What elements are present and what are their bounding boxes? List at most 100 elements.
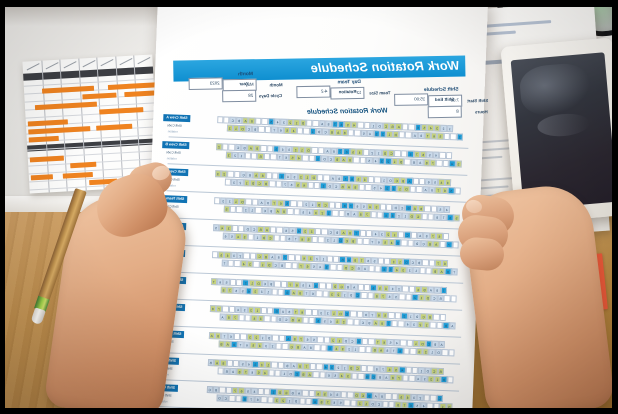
table-cell[interactable]: C bbox=[343, 237, 351, 244]
table-cell[interactable]: 8 bbox=[433, 286, 441, 294]
table-cell[interactable]: D bbox=[440, 375, 448, 383]
table-cell[interactable] bbox=[305, 397, 313, 405]
table-cell[interactable] bbox=[402, 374, 409, 382]
table-cell[interactable]: 4 bbox=[322, 363, 329, 371]
table-cell[interactable] bbox=[251, 198, 259, 206]
table-cell[interactable]: 3 bbox=[219, 197, 227, 205]
table-cell[interactable] bbox=[235, 395, 242, 402]
table-cell[interactable] bbox=[225, 386, 233, 394]
table-cell[interactable] bbox=[408, 123, 415, 131]
table-cell[interactable] bbox=[228, 394, 236, 402]
table-cell[interactable]: B bbox=[376, 373, 384, 381]
table-cell[interactable]: 2 bbox=[237, 178, 244, 186]
table-cell[interactable]: 8 bbox=[384, 346, 391, 354]
table-cell[interactable]: 1 bbox=[254, 306, 261, 314]
table-cell[interactable]: 2 bbox=[297, 173, 305, 181]
table-cell[interactable]: C bbox=[420, 313, 427, 320]
table-cell[interactable]: 4 bbox=[234, 306, 242, 313]
table-cell[interactable]: 5 bbox=[212, 224, 220, 231]
table-cell[interactable]: B bbox=[410, 158, 418, 166]
table-cell[interactable] bbox=[399, 339, 407, 347]
table-cell[interactable] bbox=[405, 131, 412, 139]
table-cell[interactable] bbox=[410, 231, 418, 239]
table-cell[interactable]: A bbox=[229, 367, 237, 375]
table-cell[interactable]: D bbox=[321, 155, 328, 163]
table-cell[interactable]: D bbox=[292, 397, 300, 405]
table-cell[interactable]: 8 bbox=[220, 286, 227, 294]
table-cell[interactable]: 5 bbox=[299, 208, 307, 216]
table-cell[interactable]: 7 bbox=[303, 289, 310, 297]
table-cell[interactable] bbox=[356, 237, 363, 245]
table-cell[interactable]: 8 bbox=[407, 150, 414, 158]
table-cell[interactable]: D bbox=[239, 125, 246, 132]
table-cell[interactable]: 7 bbox=[331, 120, 339, 128]
table-cell[interactable] bbox=[346, 391, 354, 399]
table-cell[interactable]: 2 bbox=[440, 124, 447, 132]
table-cell[interactable]: 5 bbox=[294, 181, 302, 189]
table-cell[interactable]: 4 bbox=[327, 317, 335, 325]
table-cell[interactable]: 1 bbox=[418, 294, 425, 301]
table-cell[interactable]: B bbox=[284, 361, 291, 369]
table-cell[interactable]: 1 bbox=[428, 348, 436, 356]
table-cell[interactable]: 8 bbox=[341, 202, 348, 209]
table-cell[interactable]: B bbox=[207, 358, 215, 366]
table-cell[interactable] bbox=[368, 338, 375, 345]
table-cell[interactable]: D bbox=[381, 149, 389, 157]
table-cell[interactable]: 7 bbox=[221, 332, 228, 340]
table-cell[interactable]: 6 bbox=[420, 150, 427, 158]
table-cell[interactable] bbox=[307, 181, 314, 189]
table-cell[interactable]: 1 bbox=[298, 146, 306, 154]
table-cell[interactable] bbox=[449, 133, 457, 140]
table-cell[interactable]: A bbox=[274, 207, 282, 215]
table-cell[interactable]: 7 bbox=[435, 259, 442, 267]
table-cell[interactable]: 4 bbox=[240, 260, 248, 268]
table-cell[interactable]: B bbox=[344, 283, 352, 291]
table-cell[interactable]: 1 bbox=[270, 388, 277, 396]
table-cell[interactable]: 3 bbox=[389, 211, 396, 219]
table-cell[interactable]: 7 bbox=[226, 286, 234, 294]
table-cell[interactable] bbox=[227, 170, 235, 178]
table-cell[interactable]: 1 bbox=[259, 260, 267, 268]
table-cell[interactable]: 8 bbox=[346, 229, 354, 237]
table-cell[interactable]: C bbox=[398, 204, 406, 212]
table-cell[interactable] bbox=[329, 263, 337, 271]
table-cell[interactable] bbox=[227, 259, 235, 267]
table-cell[interactable]: 8 bbox=[296, 289, 304, 297]
form-input-box[interactable]: 8 bbox=[427, 105, 462, 119]
table-cell[interactable]: 5 bbox=[326, 344, 334, 352]
table-cell[interactable]: 1 bbox=[380, 176, 388, 184]
table-cell[interactable]: 6 bbox=[436, 232, 443, 240]
table-cell[interactable]: A bbox=[395, 123, 403, 130]
table-cell[interactable] bbox=[436, 159, 443, 167]
table-cell[interactable]: B bbox=[294, 343, 302, 351]
table-cell[interactable]: 4 bbox=[224, 251, 231, 259]
table-cell[interactable] bbox=[423, 394, 431, 402]
table-cell[interactable]: A bbox=[345, 183, 353, 191]
table-cell[interactable] bbox=[351, 372, 358, 380]
table-cell[interactable] bbox=[439, 313, 446, 321]
table-cell[interactable]: 7 bbox=[297, 262, 305, 270]
table-cell[interactable]: 6 bbox=[254, 395, 261, 403]
table-cell[interactable] bbox=[311, 146, 319, 154]
table-cell[interactable] bbox=[291, 262, 299, 269]
table-cell[interactable]: 7 bbox=[292, 235, 300, 243]
table-cell[interactable]: B bbox=[415, 258, 423, 266]
table-cell[interactable] bbox=[312, 371, 320, 378]
table-cell[interactable]: 1 bbox=[254, 233, 261, 241]
table-cell[interactable]: A bbox=[290, 289, 298, 296]
table-cell[interactable]: 8 bbox=[230, 340, 238, 348]
table-cell[interactable]: 7 bbox=[237, 341, 244, 348]
table-cell[interactable]: 1 bbox=[412, 266, 420, 274]
table-cell[interactable] bbox=[367, 292, 374, 299]
table-cell[interactable]: 6 bbox=[380, 338, 388, 346]
table-cell[interactable]: C bbox=[322, 128, 329, 136]
table-cell[interactable]: D bbox=[299, 119, 307, 127]
table-cell[interactable]: 3 bbox=[241, 306, 249, 314]
table-cell[interactable]: 3 bbox=[433, 124, 441, 132]
table-cell[interactable]: 4 bbox=[372, 157, 379, 165]
table-cell[interactable] bbox=[273, 234, 280, 242]
table-cell[interactable]: B bbox=[333, 228, 341, 236]
table-cell[interactable]: 7 bbox=[445, 241, 453, 248]
table-cell[interactable]: 7 bbox=[292, 308, 300, 316]
table-cell[interactable]: C bbox=[430, 294, 438, 302]
